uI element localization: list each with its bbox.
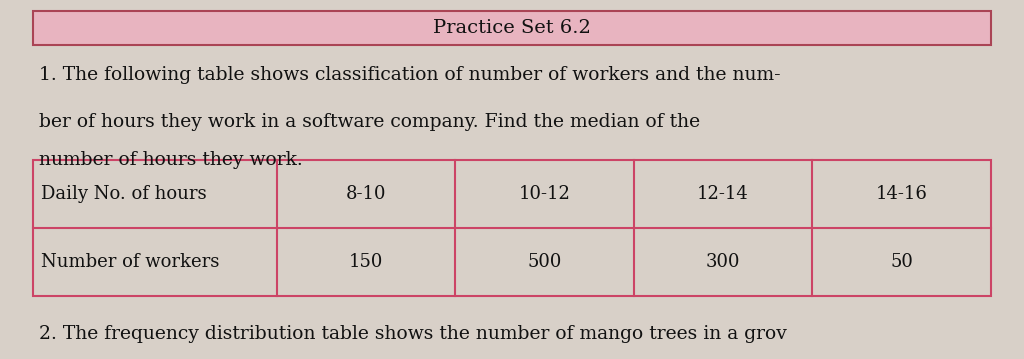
Text: 10-12: 10-12 — [518, 185, 570, 203]
Text: 2. The frequency distribution table shows the number of mango trees in a grov: 2. The frequency distribution table show… — [39, 325, 786, 343]
Text: 50: 50 — [890, 253, 913, 271]
Text: Number of workers: Number of workers — [41, 253, 219, 271]
Text: ber of hours they work in a software company. Find the median of the: ber of hours they work in a software com… — [39, 113, 700, 131]
Bar — [33, 11, 991, 45]
Text: number of hours they work.: number of hours they work. — [39, 151, 303, 169]
Text: 300: 300 — [706, 253, 740, 271]
Text: 150: 150 — [349, 253, 384, 271]
Text: 14-16: 14-16 — [876, 185, 928, 203]
Text: 1. The following table shows classification of number of workers and the num-: 1. The following table shows classificat… — [39, 66, 780, 84]
Text: Practice Set 6.2: Practice Set 6.2 — [433, 19, 591, 37]
Text: 12-14: 12-14 — [697, 185, 749, 203]
Text: 500: 500 — [527, 253, 562, 271]
Text: Daily No. of hours: Daily No. of hours — [41, 185, 207, 203]
Text: 8-10: 8-10 — [346, 185, 387, 203]
Bar — [33, 160, 991, 296]
